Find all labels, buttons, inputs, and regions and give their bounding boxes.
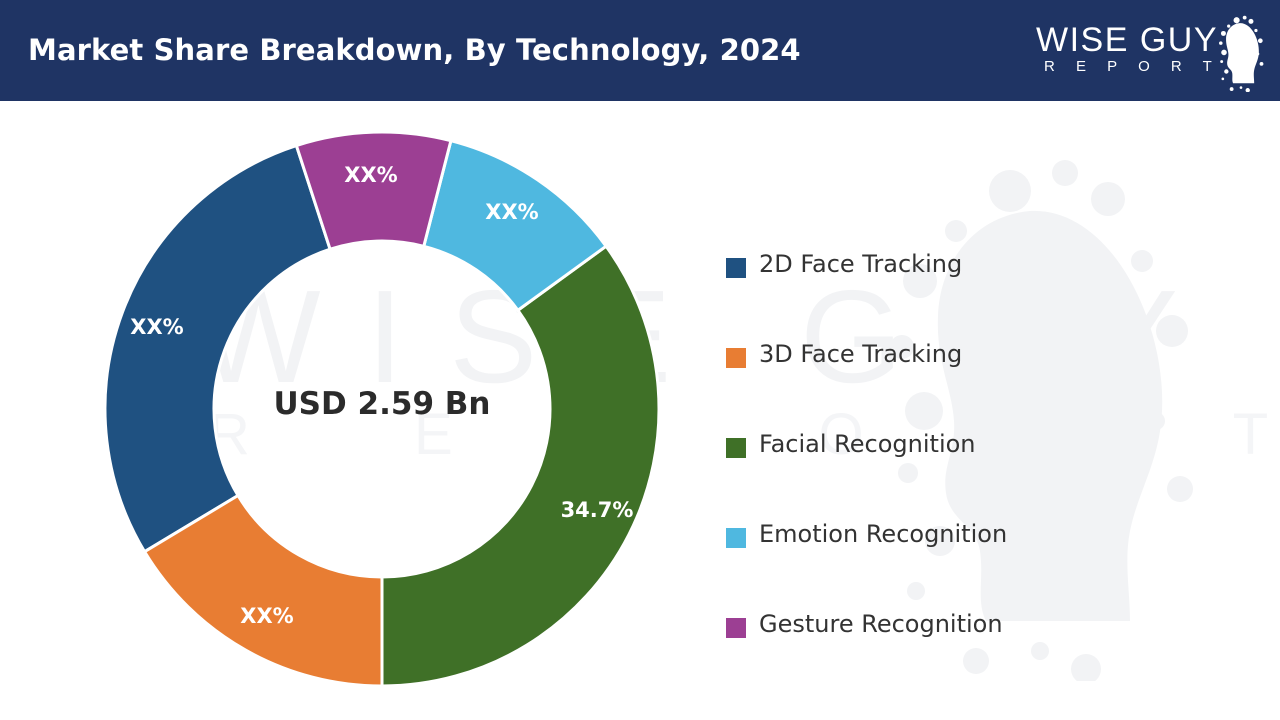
donut-slice-label: XX%	[485, 200, 538, 224]
page-title: Market Share Breakdown, By Technology, 2…	[28, 33, 801, 67]
logo-wordmark-line1: WISE GUY	[1036, 21, 1219, 59]
donut-slice-label: XX%	[130, 315, 183, 339]
legend-item-label: Facial Recognition	[759, 430, 976, 458]
legend-item-label: Emotion Recognition	[759, 520, 1008, 548]
donut-chart-svg: XX% XX% 34.7% XX% XX%	[103, 130, 661, 688]
brand-logo: WISE GUY R E P O R T S	[1024, 4, 1274, 96]
chart-legend: 2D Face Tracking 3D Face Tracking Facial R…	[726, 247, 1246, 697]
donut-slice	[103, 143, 332, 554]
legend-item[interactable]: 2D Face Tracking	[726, 247, 1246, 337]
legend-color-swatch	[726, 618, 746, 638]
header-bar: Market Share Breakdown, By Technology, 2…	[0, 0, 1280, 101]
donut-slices	[103, 130, 661, 688]
legend-item-label: Gesture Recognition	[759, 610, 1003, 638]
legend-item-label: 3D Face Tracking	[759, 340, 963, 368]
legend-item[interactable]: 3D Face Tracking	[726, 337, 1246, 427]
donut-slice-label: XX%	[240, 604, 293, 628]
legend-item[interactable]: Facial Recognition	[726, 427, 1246, 517]
legend-color-swatch	[726, 258, 746, 278]
donut-slice-labels: XX% XX% 34.7% XX% XX%	[130, 163, 633, 628]
legend-color-swatch	[726, 348, 746, 368]
legend-color-swatch	[726, 438, 746, 458]
donut-slice	[294, 130, 453, 252]
legend-item[interactable]: Gesture Recognition	[726, 607, 1246, 697]
donut-slice-label: 34.7%	[561, 498, 634, 522]
logo-wordmark-line2: R E P O R T S	[1044, 58, 1252, 75]
legend-item-label: 2D Face Tracking	[759, 250, 963, 278]
donut-slice	[142, 493, 384, 688]
legend-item[interactable]: Emotion Recognition	[726, 517, 1246, 607]
donut-slice	[421, 138, 609, 313]
logo-head-icon	[1219, 15, 1264, 92]
donut-center-value: USD 2.59 Bn	[273, 386, 491, 422]
legend-color-swatch	[726, 528, 746, 548]
donut-chart: XX% XX% 34.7% XX% XX% USD 2.59 Bn	[0, 101, 700, 720]
donut-slice-label: XX%	[344, 163, 397, 187]
donut-slice	[380, 244, 661, 688]
